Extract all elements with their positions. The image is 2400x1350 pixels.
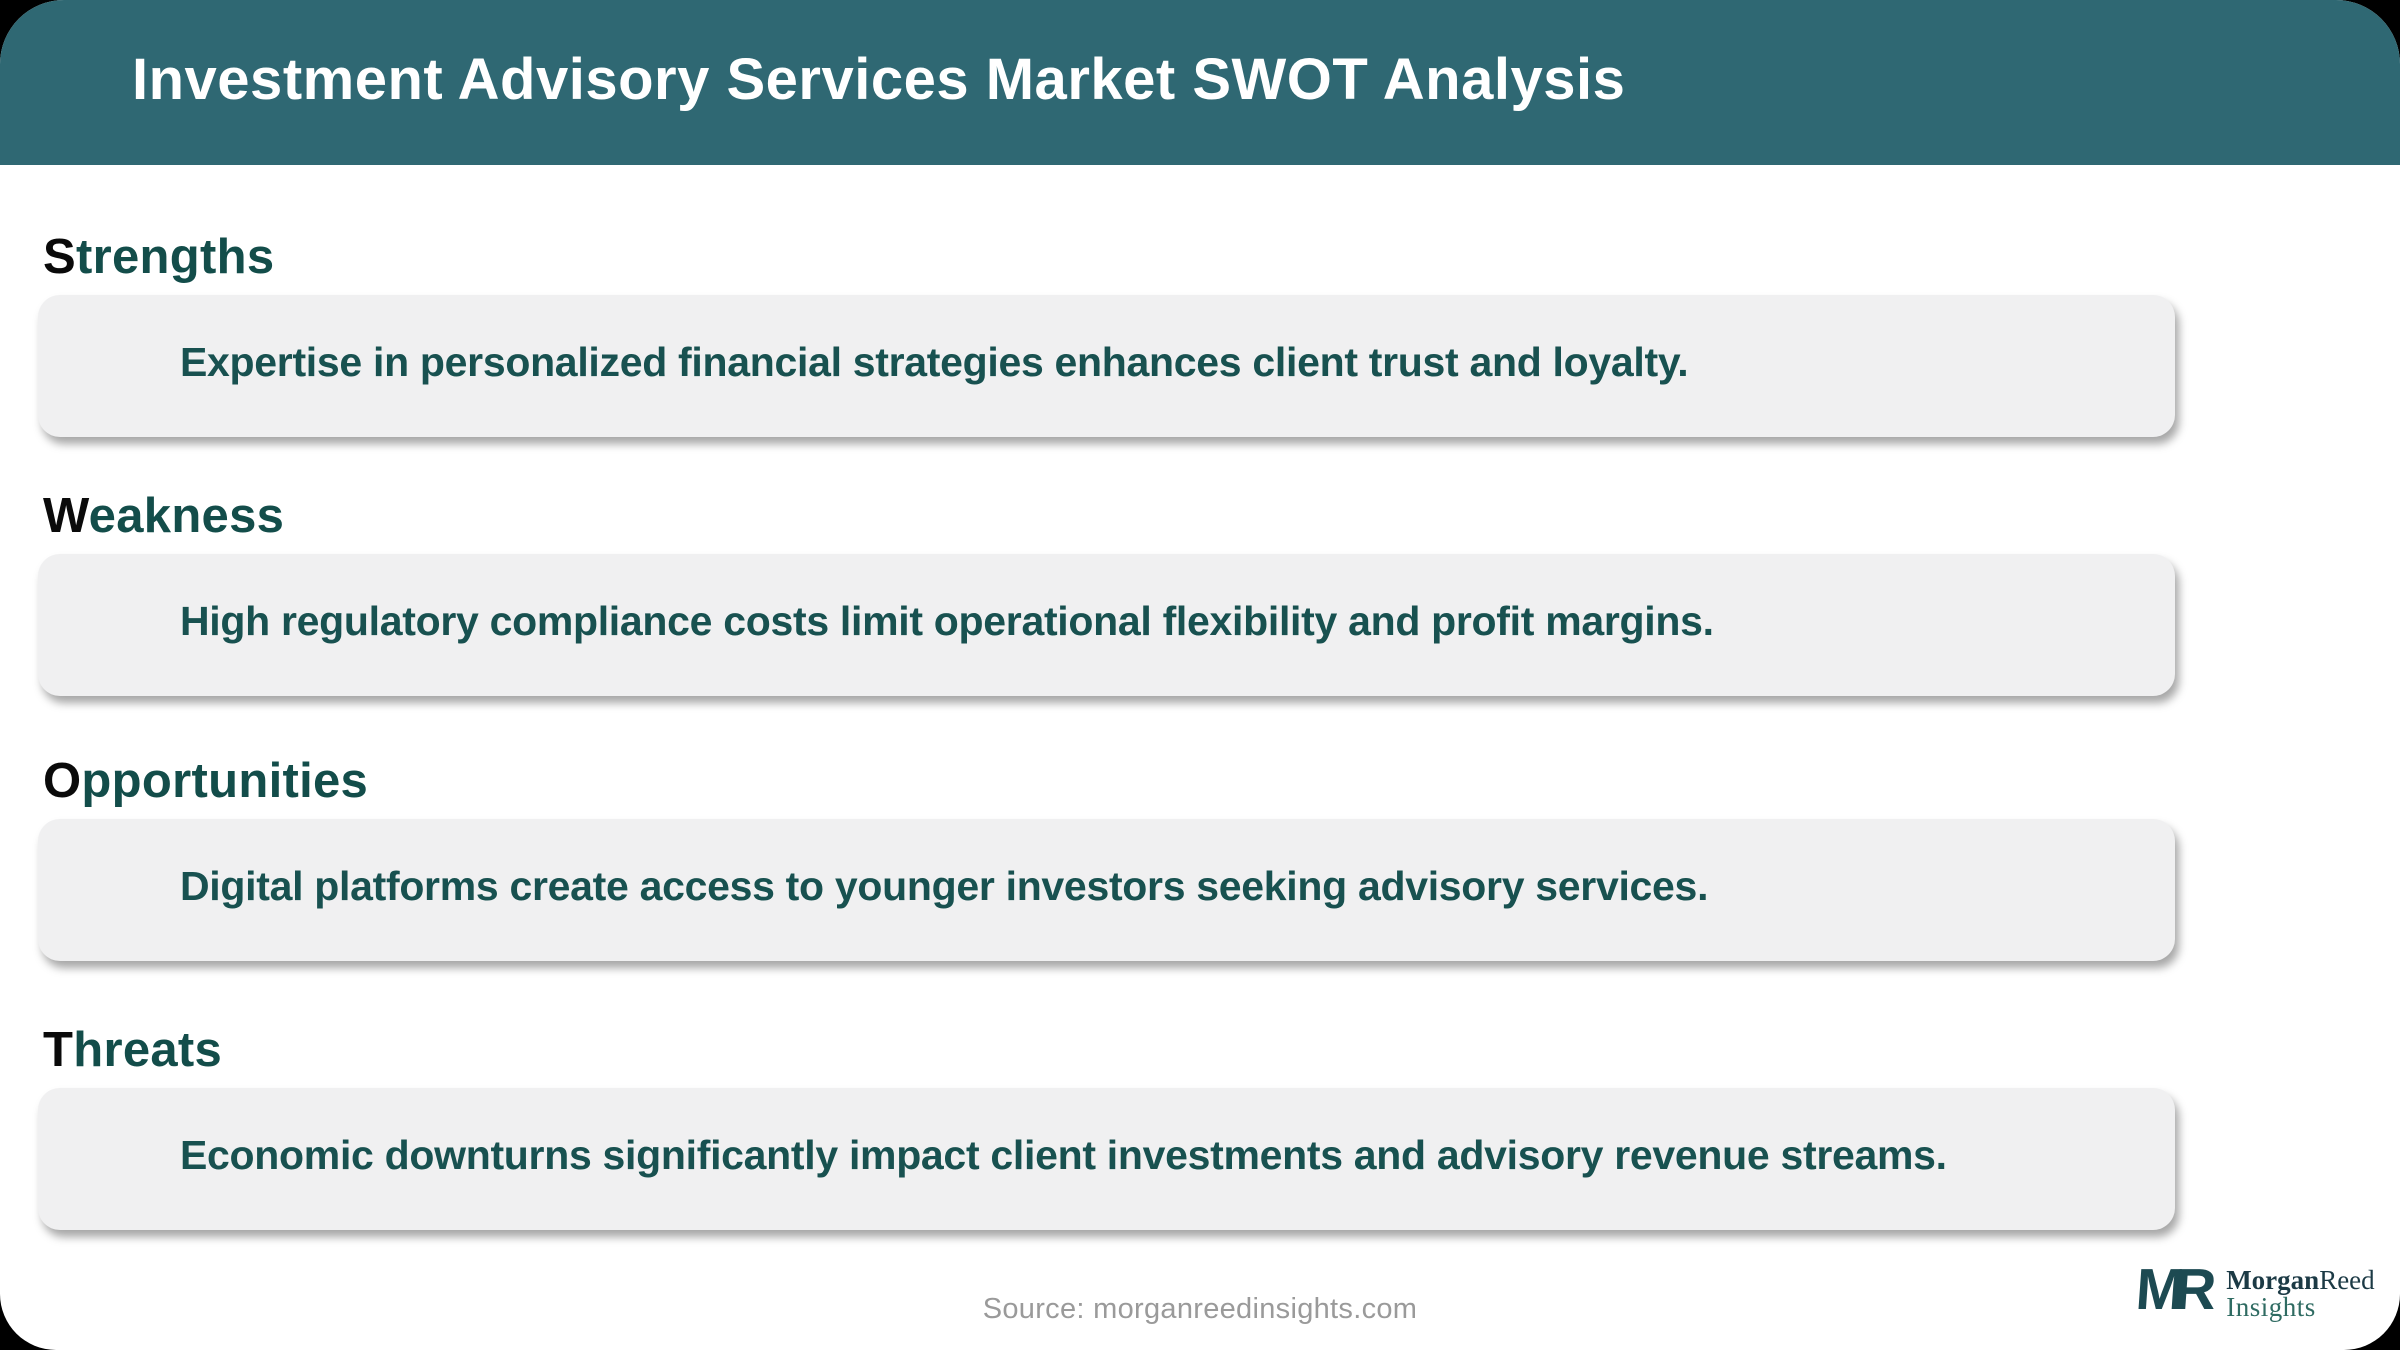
section-opportunities: Opportunities Digital platforms create a… — [0, 753, 2400, 961]
threats-card: Economic downturns significantly impact … — [38, 1088, 2175, 1230]
morganreed-logo-icon: MR — [2133, 1257, 2209, 1322]
logo-name-light: Reed — [2319, 1265, 2375, 1295]
page-title: Investment Advisory Services Market SWOT… — [132, 47, 1626, 112]
morganreed-logo: MR MorganReed Insights — [2133, 1257, 2375, 1322]
section-threats: Threats Economic downturns significantly… — [0, 1022, 2400, 1230]
strengths-text: Expertise in personalized financial stra… — [180, 338, 1689, 385]
section-strengths: Strengths Expertise in personalized fina… — [0, 229, 2400, 437]
logo-tagline: Insights — [2226, 1292, 2316, 1322]
threats-text: Economic downturns significantly impact … — [180, 1131, 1947, 1178]
weakness-card: High regulatory compliance costs limit o… — [38, 554, 2175, 696]
strengths-card: Expertise in personalized financial stra… — [38, 295, 2175, 437]
logo-name-bold: Morgan — [2226, 1265, 2320, 1295]
opportunities-text: Digital platforms create access to young… — [180, 862, 1709, 909]
section-title-weakness: Weakness — [43, 489, 285, 543]
opportunities-card: Digital platforms create access to young… — [38, 819, 2175, 961]
section-title-threats: Threats — [43, 1023, 223, 1077]
logo-text: MorganReed Insights — [2226, 1266, 2374, 1321]
section-weakness: Weakness High regulatory compliance cost… — [0, 488, 2400, 696]
logo-name: MorganReed — [2226, 1267, 2374, 1294]
section-title-strengths: Strengths — [43, 230, 275, 284]
swot-sections: Strengths Expertise in personalized fina… — [0, 229, 2400, 1230]
weakness-text: High regulatory compliance costs limit o… — [180, 597, 1714, 644]
section-title-opportunities: Opportunities — [43, 754, 369, 808]
header-banner: Investment Advisory Services Market SWOT… — [0, 0, 2400, 165]
source-text: Source: morganreedinsights.com — [982, 1293, 1418, 1325]
